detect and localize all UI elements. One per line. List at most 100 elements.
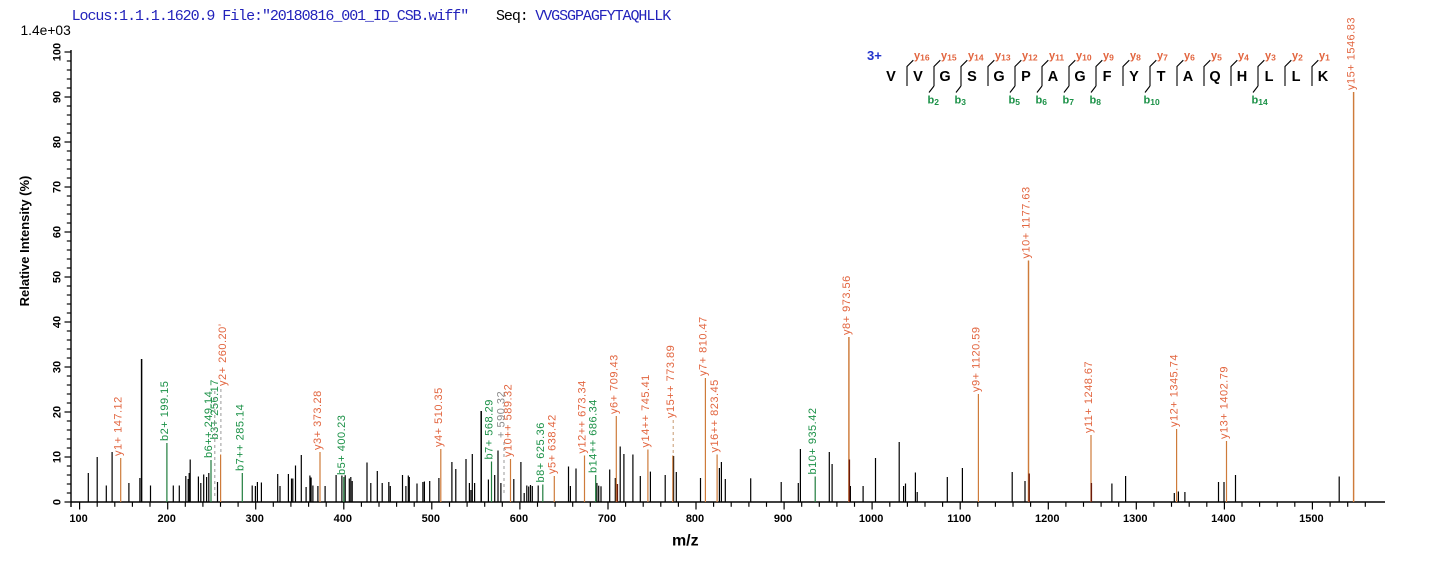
svg-text:+ 590.32: + 590.32 [496, 391, 508, 438]
svg-text:S: S [967, 69, 977, 85]
svg-text:y12: y12 [1022, 50, 1038, 63]
svg-text:b6++ 249.14: b6++ 249.14 [203, 391, 215, 458]
svg-text:L: L [1292, 69, 1301, 85]
svg-text:y12+ 1345.74: y12+ 1345.74 [1169, 354, 1181, 427]
svg-text:y10+ 1177.63: y10+ 1177.63 [1021, 186, 1033, 258]
svg-text:b8: b8 [1090, 95, 1102, 108]
svg-text:1200: 1200 [1035, 513, 1059, 525]
svg-text:y1+ 147.12: y1+ 147.12 [113, 396, 125, 456]
svg-text:b8+ 625.36: b8+ 625.36 [535, 422, 547, 482]
svg-text:100: 100 [52, 43, 64, 61]
svg-text:y5+ 638.42: y5+ 638.42 [546, 414, 558, 474]
svg-text:600: 600 [510, 513, 528, 525]
svg-text:30: 30 [52, 361, 64, 373]
svg-text:y8: y8 [1130, 50, 1141, 63]
svg-text:100: 100 [69, 513, 87, 525]
svg-text:y2+ 260.20’: y2+ 260.20’ [217, 323, 229, 386]
svg-text:y2: y2 [1292, 50, 1303, 63]
svg-text:y16: y16 [914, 50, 930, 63]
svg-text:b5+ 400.23: b5+ 400.23 [336, 415, 348, 475]
svg-text:Locus:1.1.1.1620.9 File:"20180: Locus:1.1.1.1620.9 File:"20180816_001_ID… [72, 8, 469, 25]
svg-text:G: G [1074, 69, 1085, 85]
svg-text:90: 90 [52, 91, 64, 103]
svg-text:800: 800 [686, 513, 704, 525]
svg-text:b7+ 568.29: b7+ 568.29 [484, 399, 496, 459]
svg-text:b7: b7 [1063, 95, 1075, 108]
svg-text:G: G [993, 69, 1004, 85]
svg-text:A: A [1048, 69, 1059, 85]
svg-text:y13+ 1402.79: y13+ 1402.79 [1219, 366, 1231, 439]
svg-text:400: 400 [334, 513, 352, 525]
svg-text:y4+ 510.35: y4+ 510.35 [433, 387, 445, 447]
svg-text:500: 500 [422, 513, 440, 525]
svg-text:y6+ 709.43: y6+ 709.43 [608, 354, 620, 414]
svg-text:1500: 1500 [1299, 513, 1323, 525]
svg-text:1400: 1400 [1211, 513, 1235, 525]
svg-text:y13: y13 [995, 50, 1011, 63]
svg-text:b14++ 686.34: b14++ 686.34 [588, 399, 600, 473]
svg-text:b6: b6 [1036, 95, 1048, 108]
svg-text:700: 700 [598, 513, 616, 525]
svg-text:y7+ 810.47: y7+ 810.47 [697, 316, 709, 376]
svg-text:1300: 1300 [1123, 513, 1147, 525]
svg-text:Y: Y [1129, 69, 1139, 85]
svg-text:1100: 1100 [947, 513, 971, 525]
svg-text:1.4e+03: 1.4e+03 [21, 23, 72, 38]
svg-text:y3+ 373.28: y3+ 373.28 [312, 390, 324, 450]
svg-text:V: V [886, 69, 896, 85]
svg-text:3+: 3+ [867, 48, 882, 63]
svg-text:b10: b10 [1144, 95, 1160, 108]
svg-text:y11+ 1248.67: y11+ 1248.67 [1083, 361, 1095, 433]
svg-text:1000: 1000 [859, 513, 883, 525]
svg-text:A: A [1183, 69, 1194, 85]
svg-text:b14: b14 [1252, 95, 1268, 108]
svg-text:y4: y4 [1238, 50, 1249, 63]
svg-text:y8+ 973.56: y8+ 973.56 [841, 275, 853, 335]
svg-text:y11: y11 [1049, 50, 1064, 63]
svg-text:y15+ 1546.83: y15+ 1546.83 [1346, 17, 1358, 90]
svg-text:P: P [1021, 69, 1031, 85]
svg-text:y15++ 773.89: y15++ 773.89 [665, 345, 677, 418]
svg-text:y16++ 823.45: y16++ 823.45 [709, 379, 721, 452]
svg-text:y7: y7 [1157, 50, 1168, 63]
svg-text:y5: y5 [1211, 50, 1222, 63]
svg-text:Seq:: Seq: [496, 8, 528, 25]
svg-text:Q: Q [1209, 69, 1220, 85]
svg-text:y14: y14 [968, 50, 984, 63]
svg-text:VVGSGPAGFYTAQHLLK: VVGSGPAGFYTAQHLLK [535, 8, 671, 25]
svg-text:F: F [1103, 69, 1112, 85]
svg-text:900: 900 [774, 513, 792, 525]
svg-text:y14++ 745.41: y14++ 745.41 [640, 374, 652, 447]
svg-text:300: 300 [246, 513, 264, 525]
svg-text:20: 20 [52, 406, 64, 418]
svg-text:b2: b2 [928, 95, 940, 108]
svg-text:b10+ 935.42: b10+ 935.42 [807, 408, 819, 475]
svg-text:T: T [1157, 69, 1166, 85]
svg-text:Relative Intensity (%): Relative Intensity (%) [17, 176, 32, 307]
svg-text:b5: b5 [1009, 95, 1021, 108]
svg-text:y1: y1 [1319, 50, 1330, 63]
svg-text:200: 200 [158, 513, 176, 525]
svg-text:y12++ 673.34: y12++ 673.34 [577, 380, 589, 453]
svg-text:80: 80 [52, 136, 64, 148]
svg-text:y6: y6 [1184, 50, 1195, 63]
svg-text:m/z: m/z [672, 533, 699, 550]
svg-text:y15: y15 [941, 50, 957, 63]
svg-text:60: 60 [52, 226, 64, 238]
svg-text:y3: y3 [1265, 50, 1276, 63]
svg-text:K: K [1318, 69, 1329, 85]
svg-text:40: 40 [52, 316, 64, 328]
svg-text:0: 0 [52, 499, 64, 505]
svg-text:y10: y10 [1076, 50, 1092, 63]
svg-text:y10++ 589.32: y10++ 589.32 [503, 384, 515, 457]
svg-text:b2+ 199.15: b2+ 199.15 [159, 381, 171, 441]
svg-text:L: L [1265, 69, 1274, 85]
svg-text:G: G [939, 69, 950, 85]
svg-text:70: 70 [52, 181, 64, 193]
svg-text:H: H [1237, 69, 1247, 85]
svg-text:50: 50 [52, 271, 64, 283]
svg-text:y9: y9 [1103, 50, 1114, 63]
svg-text:b7++ 285.14: b7++ 285.14 [234, 404, 246, 471]
svg-text:y9+ 1120.59: y9+ 1120.59 [970, 326, 982, 392]
svg-text:b3: b3 [955, 95, 967, 108]
